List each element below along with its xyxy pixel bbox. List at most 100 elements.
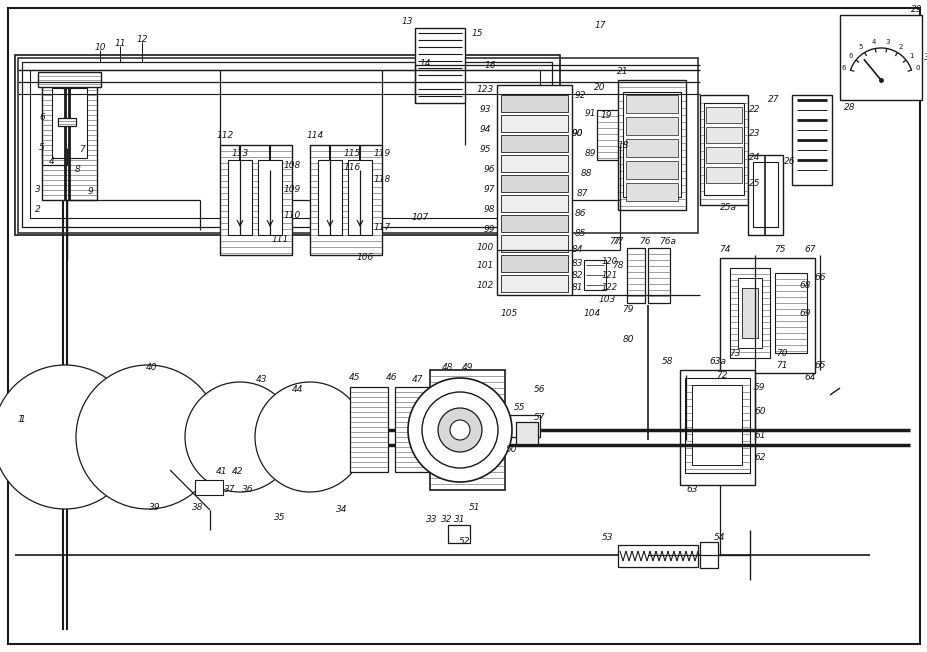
Text: 63: 63 [685,486,697,494]
Text: 118: 118 [373,175,390,185]
Text: 27: 27 [768,95,779,104]
Bar [752,162,777,227]
Text: 81: 81 [571,284,582,293]
Circle shape [0,365,137,509]
Text: H: H [444,445,451,455]
Text: 56: 56 [534,385,545,394]
Text: 6: 6 [39,113,44,123]
Text: 23: 23 [748,128,760,138]
Bar [626,139,678,157]
Bar [730,268,769,358]
Text: 39: 39 [149,503,160,512]
Bar [692,385,742,465]
Text: 46: 46 [386,374,398,383]
Text: 95: 95 [478,145,490,155]
Text: A: A [444,431,451,441]
Text: 89: 89 [584,149,595,158]
Text: 48: 48 [442,364,453,372]
Text: 117: 117 [373,222,390,231]
Text: 38: 38 [192,503,204,512]
Text: 68: 68 [798,282,810,291]
Text: 76: 76 [639,237,650,246]
Text: 102: 102 [476,280,493,289]
Text: 19: 19 [600,110,611,119]
Text: 90: 90 [571,128,582,138]
Text: 41: 41 [216,467,227,477]
Text: 73: 73 [729,349,740,357]
Text: 111: 111 [271,235,288,244]
Text: 43: 43 [256,376,268,385]
Text: 104: 104 [583,308,600,318]
Text: 64: 64 [804,374,815,383]
Text: 80: 80 [622,336,633,344]
Text: 13: 13 [400,18,413,27]
Text: 0: 0 [915,65,920,71]
Circle shape [824,390,834,400]
Text: 45: 45 [349,374,361,383]
Text: 97: 97 [483,186,494,194]
Circle shape [184,382,295,492]
Text: 25: 25 [748,179,760,188]
Text: 77: 77 [612,237,623,246]
Text: 66: 66 [813,273,825,282]
Text: 109: 109 [283,186,300,194]
Bar [596,110,627,160]
Bar [626,95,678,113]
Text: 37: 37 [224,486,235,494]
Bar [704,103,743,195]
Bar [348,160,372,235]
Text: 92: 92 [574,91,585,100]
Text: 123: 123 [476,85,493,95]
Text: 78: 78 [612,261,623,269]
Circle shape [76,365,220,509]
Text: 74: 74 [718,246,730,254]
Text: 112: 112 [216,130,234,140]
Text: 35: 35 [274,514,286,522]
Text: 11: 11 [114,40,126,48]
Text: 77: 77 [609,237,620,246]
Bar [318,160,342,235]
Text: 121: 121 [602,271,617,280]
Text: 58: 58 [662,357,673,366]
Bar [627,248,644,303]
Bar [774,273,806,353]
Bar [195,480,222,495]
Text: 57: 57 [534,413,545,422]
Text: 70: 70 [775,349,787,357]
Bar [258,160,282,235]
Text: 36: 36 [242,486,253,494]
Bar [349,387,387,472]
Text: 62: 62 [754,454,765,462]
Bar [705,147,742,163]
Bar [626,183,678,201]
Bar [737,278,761,348]
Text: 1: 1 [19,415,25,424]
Text: 6: 6 [841,65,845,71]
Text: 26: 26 [783,158,794,166]
Text: 21: 21 [616,68,629,76]
Bar [38,72,101,87]
Bar [429,370,504,490]
Text: 90: 90 [571,128,582,138]
Bar [501,255,567,272]
Text: 17: 17 [593,20,605,29]
Bar [22,62,552,227]
Text: 22: 22 [748,106,760,115]
Text: 32: 32 [440,516,452,524]
Text: 93: 93 [478,106,490,115]
Bar [705,127,742,143]
Text: 106: 106 [356,254,374,263]
Bar [501,135,567,152]
Bar [622,92,680,197]
Text: 91: 91 [584,108,595,117]
Text: 76a: 76a [659,237,676,246]
Bar [626,117,678,135]
Text: 53: 53 [602,533,613,542]
Text: 15: 15 [471,29,482,38]
Bar [42,80,97,200]
Text: 98: 98 [483,205,494,215]
Text: 110: 110 [283,211,300,220]
Text: 67: 67 [804,246,815,254]
Bar [30,70,540,218]
Text: 47: 47 [412,376,424,385]
